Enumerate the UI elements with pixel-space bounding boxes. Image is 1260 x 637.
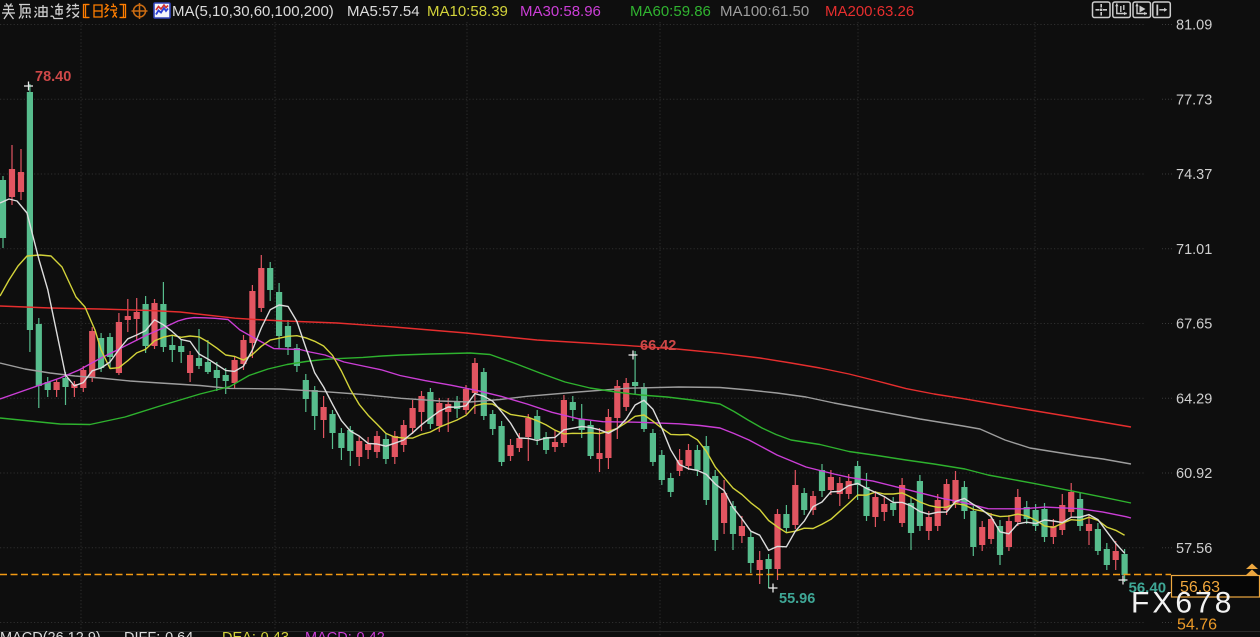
- svg-text:DIFF:-0.64: DIFF:-0.64: [124, 630, 193, 637]
- svg-text:81.09: 81.09: [1176, 18, 1212, 34]
- svg-text:FX678: FX678: [1131, 587, 1234, 620]
- svg-text:MA(5,10,30,60,100,200): MA(5,10,30,60,100,200): [172, 3, 334, 20]
- svg-text:MA30:58.96: MA30:58.96: [520, 3, 601, 20]
- svg-text:MA60:59.86: MA60:59.86: [630, 3, 711, 20]
- svg-text:MA10:58.39: MA10:58.39: [427, 3, 508, 20]
- svg-text:MA100:61.50: MA100:61.50: [720, 3, 809, 20]
- svg-text:78.40: 78.40: [35, 69, 71, 85]
- svg-text:74.37: 74.37: [1176, 167, 1212, 183]
- svg-text:71.01: 71.01: [1176, 242, 1212, 258]
- svg-text:66.42: 66.42: [640, 338, 676, 354]
- svg-text:54.76: 54.76: [1177, 617, 1217, 634]
- svg-text:MACD:-0.42: MACD:-0.42: [305, 630, 385, 637]
- svg-text:64.29: 64.29: [1176, 391, 1212, 407]
- svg-text:67.65: 67.65: [1176, 317, 1212, 333]
- svg-text:55.96: 55.96: [779, 591, 815, 607]
- svg-text:56.63: 56.63: [1180, 579, 1220, 596]
- svg-text:MA200:63.26: MA200:63.26: [825, 3, 914, 20]
- svg-text:DEA:-0.43: DEA:-0.43: [222, 630, 289, 637]
- svg-text:77.73: 77.73: [1176, 92, 1212, 108]
- svg-text:60.92: 60.92: [1176, 466, 1212, 482]
- svg-text:56.40: 56.40: [1129, 580, 1167, 597]
- svg-text:MA5:57.54: MA5:57.54: [347, 3, 420, 20]
- svg-text:MACD(26,12,9): MACD(26,12,9): [0, 630, 101, 637]
- svg-text:57.56: 57.56: [1176, 541, 1212, 557]
